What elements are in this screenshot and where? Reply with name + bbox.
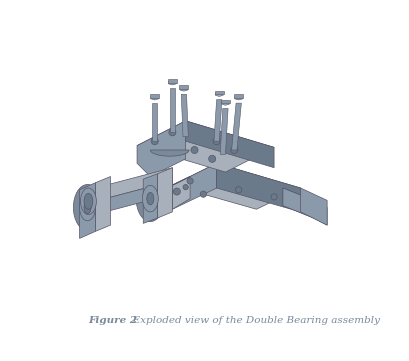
Circle shape (231, 147, 238, 153)
Ellipse shape (142, 185, 158, 212)
Ellipse shape (147, 192, 154, 205)
Polygon shape (215, 91, 224, 94)
Circle shape (169, 129, 176, 136)
Polygon shape (173, 163, 301, 209)
Polygon shape (235, 96, 243, 100)
Polygon shape (216, 92, 223, 96)
Polygon shape (181, 94, 188, 137)
Polygon shape (173, 163, 217, 209)
Polygon shape (137, 121, 274, 172)
Polygon shape (186, 121, 274, 168)
Ellipse shape (84, 193, 93, 209)
Polygon shape (143, 174, 157, 223)
Polygon shape (180, 86, 188, 89)
Polygon shape (88, 168, 173, 203)
Polygon shape (222, 101, 229, 105)
Ellipse shape (84, 201, 91, 214)
Polygon shape (220, 108, 228, 155)
Circle shape (173, 188, 180, 195)
Text: Exploded view of the Double Bearing assembly: Exploded view of the Double Bearing asse… (126, 316, 380, 325)
Polygon shape (95, 177, 110, 231)
Polygon shape (214, 100, 222, 141)
Ellipse shape (136, 176, 164, 222)
Polygon shape (80, 183, 95, 238)
Circle shape (151, 138, 158, 145)
Polygon shape (234, 94, 243, 98)
Circle shape (200, 191, 207, 197)
Circle shape (187, 178, 193, 184)
Polygon shape (180, 87, 188, 91)
Text: Figure 2: Figure 2 (88, 316, 137, 325)
Polygon shape (159, 177, 190, 192)
Ellipse shape (73, 184, 102, 230)
Polygon shape (150, 150, 189, 156)
Ellipse shape (81, 188, 97, 214)
Circle shape (271, 194, 277, 200)
Polygon shape (221, 100, 230, 103)
Polygon shape (168, 79, 177, 83)
Polygon shape (170, 88, 175, 132)
Polygon shape (88, 181, 173, 216)
Polygon shape (301, 188, 327, 225)
Polygon shape (217, 163, 301, 212)
Polygon shape (169, 81, 176, 85)
Polygon shape (283, 188, 314, 218)
Circle shape (191, 147, 198, 153)
Polygon shape (151, 96, 159, 100)
Polygon shape (231, 103, 241, 150)
Circle shape (209, 155, 216, 162)
Polygon shape (150, 94, 159, 98)
Circle shape (236, 187, 242, 193)
Polygon shape (173, 177, 190, 209)
Polygon shape (157, 168, 173, 218)
Ellipse shape (80, 194, 95, 221)
Circle shape (183, 184, 188, 190)
Polygon shape (283, 188, 314, 218)
Circle shape (213, 138, 220, 145)
Polygon shape (314, 200, 327, 225)
Polygon shape (137, 121, 186, 177)
Polygon shape (152, 103, 157, 141)
